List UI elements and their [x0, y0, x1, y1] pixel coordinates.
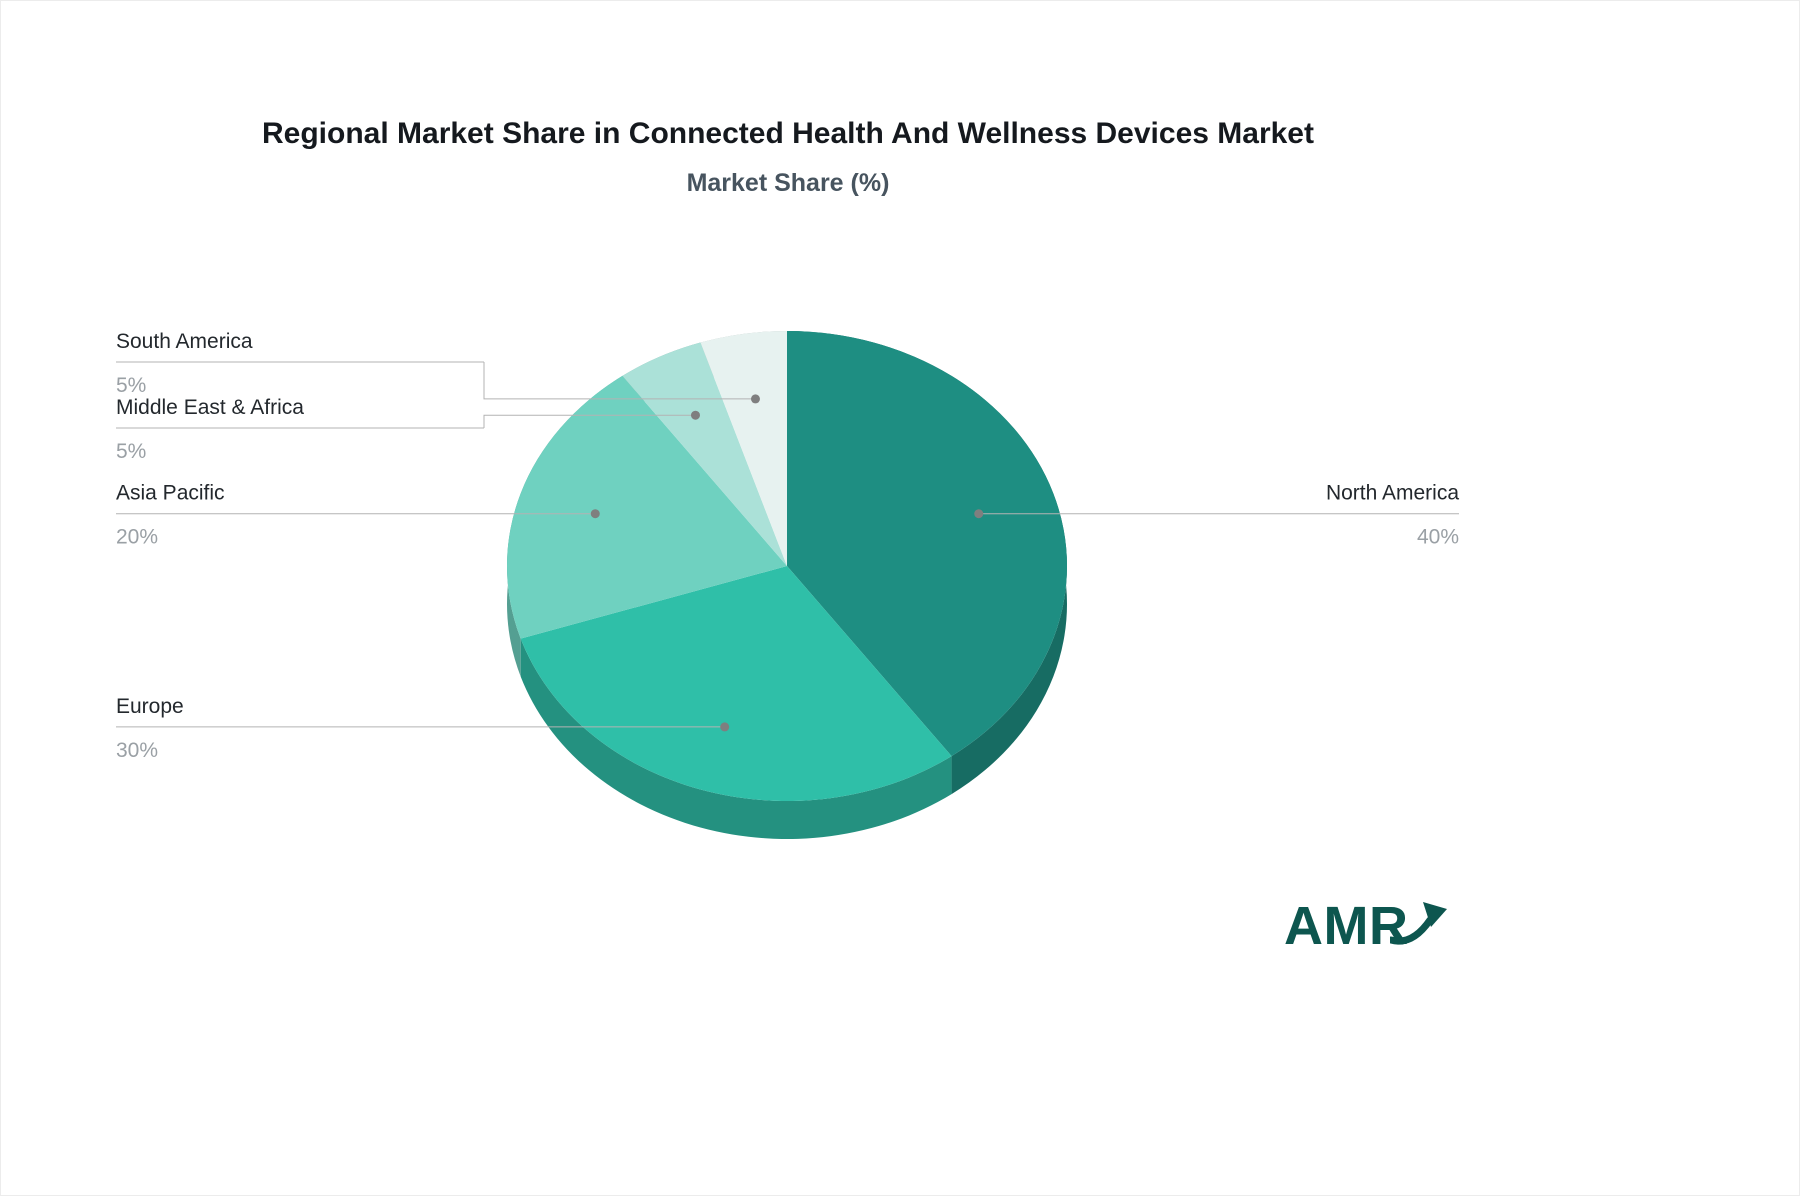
pie-slice-north-america	[787, 331, 1067, 757]
chart-subtitle: Market Share (%)	[686, 169, 890, 197]
slice-label-asia-pacific: Asia Pacific	[116, 482, 225, 505]
slice-label-south-america: South America	[116, 330, 253, 353]
pie-slice-asia-pacific	[506, 375, 787, 639]
slice-value-europe: 30%	[116, 739, 158, 762]
leader-dot-asia-pacific	[590, 509, 600, 519]
chart-title: Regional Market Share in Connected Healt…	[262, 117, 1314, 150]
leader-line-south-america	[483, 362, 756, 400]
amr-logo-arrow-icon	[1390, 902, 1448, 945]
amr-logo: AMR	[1284, 899, 1448, 953]
pie-slice-middle-east-africa	[622, 342, 787, 566]
pie-slice-south-america	[700, 331, 787, 566]
leader-dot-middle-east-africa	[690, 410, 700, 420]
slice-value-asia-pacific: 20%	[116, 526, 158, 549]
slice-value-north-america: 40%	[1417, 526, 1459, 549]
leader-dot-south-america	[750, 394, 760, 404]
slice-value-middle-east-africa: 5%	[116, 440, 146, 463]
pie-slice-europe	[520, 566, 952, 802]
leader-dot-europe	[720, 722, 730, 732]
pie-slice-depth-europe	[520, 638, 952, 840]
slice-label-middle-east-africa: Middle East & Africa	[116, 396, 304, 419]
slice-label-north-america: North America	[1326, 482, 1459, 505]
leader-line-middle-east-africa	[483, 414, 696, 428]
slice-value-south-america: 5%	[116, 374, 146, 397]
leader-dot-north-america	[974, 509, 984, 519]
slice-label-europe: Europe	[116, 695, 184, 718]
amr-logo-text: AMR	[1284, 896, 1409, 956]
